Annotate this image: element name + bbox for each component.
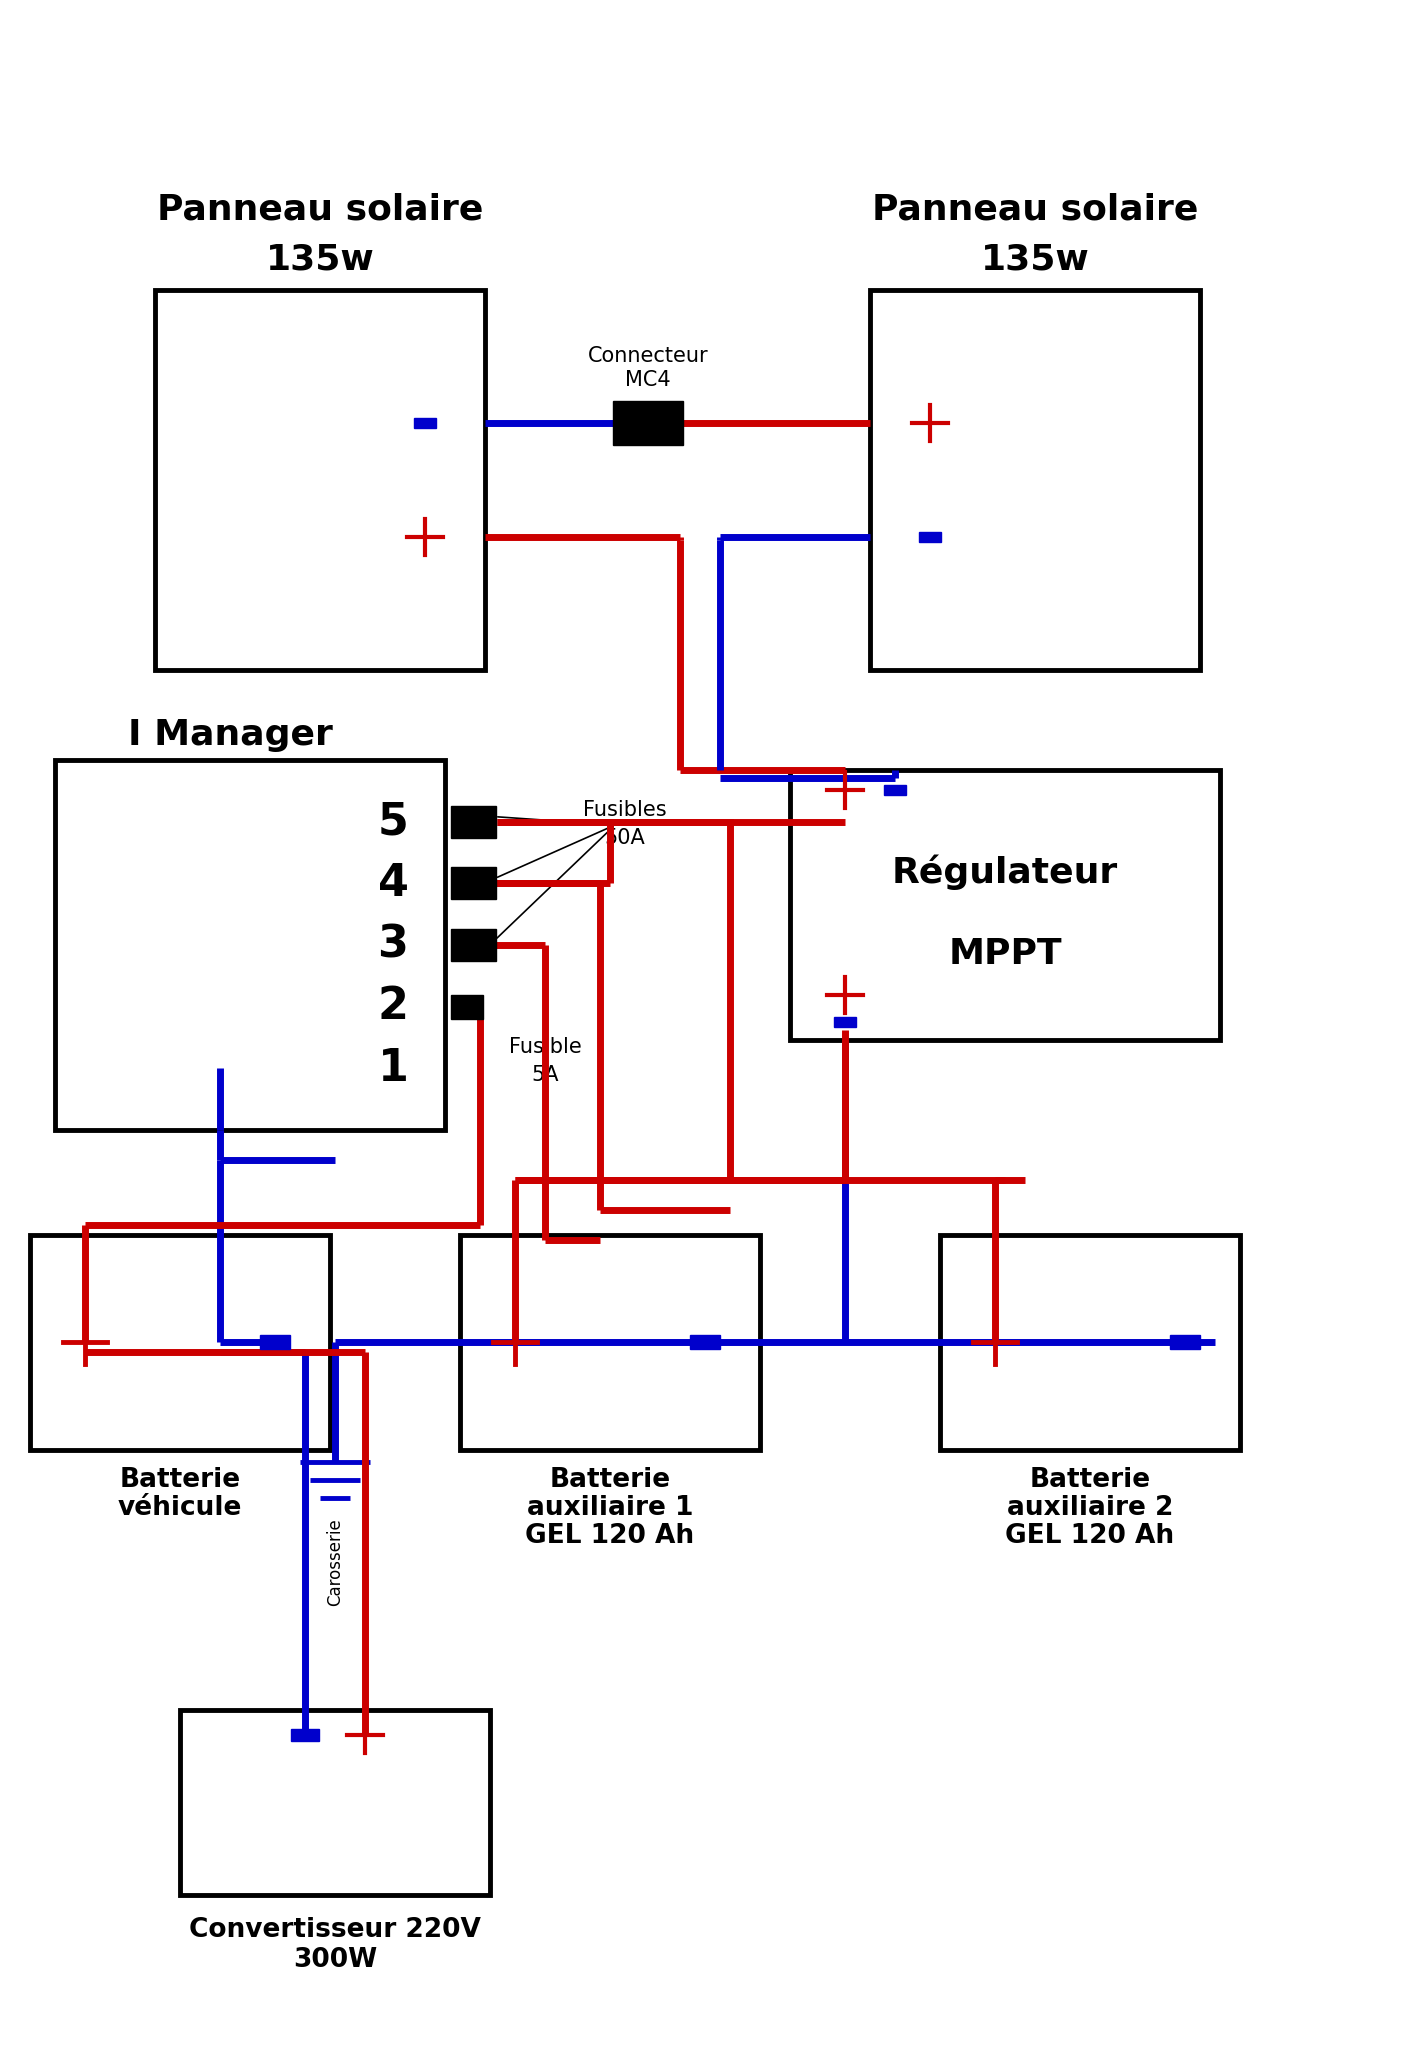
- Bar: [614, 401, 684, 444]
- Bar: [1170, 1335, 1200, 1350]
- Text: 4: 4: [378, 862, 408, 905]
- Text: I Manager: I Manager: [127, 719, 332, 752]
- Bar: [260, 1335, 290, 1350]
- Text: Régulateur: Régulateur: [892, 854, 1119, 891]
- Bar: [56, 760, 445, 1130]
- Text: Convertisseur 220V: Convertisseur 220V: [188, 1917, 481, 1944]
- Text: 135w: 135w: [980, 244, 1089, 276]
- Bar: [833, 1018, 856, 1026]
- Bar: [451, 805, 497, 838]
- Text: 135w: 135w: [265, 244, 374, 276]
- Bar: [459, 1235, 761, 1450]
- Text: Carosserie: Carosserie: [325, 1518, 344, 1606]
- Text: Panneau solaire: Panneau solaire: [872, 193, 1199, 227]
- Text: Fusible: Fusible: [508, 1036, 581, 1057]
- Bar: [180, 1710, 489, 1894]
- Bar: [919, 532, 940, 543]
- Bar: [451, 995, 482, 1018]
- Text: Fusibles: Fusibles: [584, 801, 666, 819]
- Text: véhicule: véhicule: [118, 1495, 243, 1522]
- Text: 3: 3: [378, 924, 408, 967]
- Bar: [791, 770, 1220, 1040]
- Text: auxiliaire 2: auxiliaire 2: [1007, 1495, 1173, 1522]
- Bar: [870, 291, 1200, 670]
- Bar: [451, 868, 497, 899]
- Text: Batterie: Batterie: [120, 1466, 241, 1493]
- Bar: [451, 930, 497, 961]
- Bar: [414, 418, 437, 428]
- Text: Panneau solaire: Panneau solaire: [157, 193, 484, 227]
- Text: Batterie: Batterie: [1029, 1466, 1150, 1493]
- Text: 50A: 50A: [605, 827, 645, 848]
- Bar: [883, 784, 906, 795]
- Bar: [691, 1335, 721, 1350]
- Bar: [291, 1729, 320, 1741]
- Bar: [30, 1235, 330, 1450]
- Text: GEL 120 Ah: GEL 120 Ah: [1006, 1524, 1174, 1548]
- Text: MPPT: MPPT: [948, 936, 1062, 971]
- Text: Batterie: Batterie: [549, 1466, 671, 1493]
- Text: 1: 1: [378, 1047, 408, 1090]
- Text: auxiliaire 1: auxiliaire 1: [527, 1495, 694, 1522]
- Text: 5: 5: [378, 801, 408, 844]
- Text: 300W: 300W: [293, 1948, 377, 1972]
- Bar: [940, 1235, 1240, 1450]
- Text: 2: 2: [378, 985, 408, 1028]
- Text: GEL 120 Ah: GEL 120 Ah: [525, 1524, 695, 1548]
- Bar: [156, 291, 485, 670]
- Text: 5A: 5A: [531, 1065, 559, 1085]
- Text: Connecteur
MC4: Connecteur MC4: [588, 346, 708, 389]
